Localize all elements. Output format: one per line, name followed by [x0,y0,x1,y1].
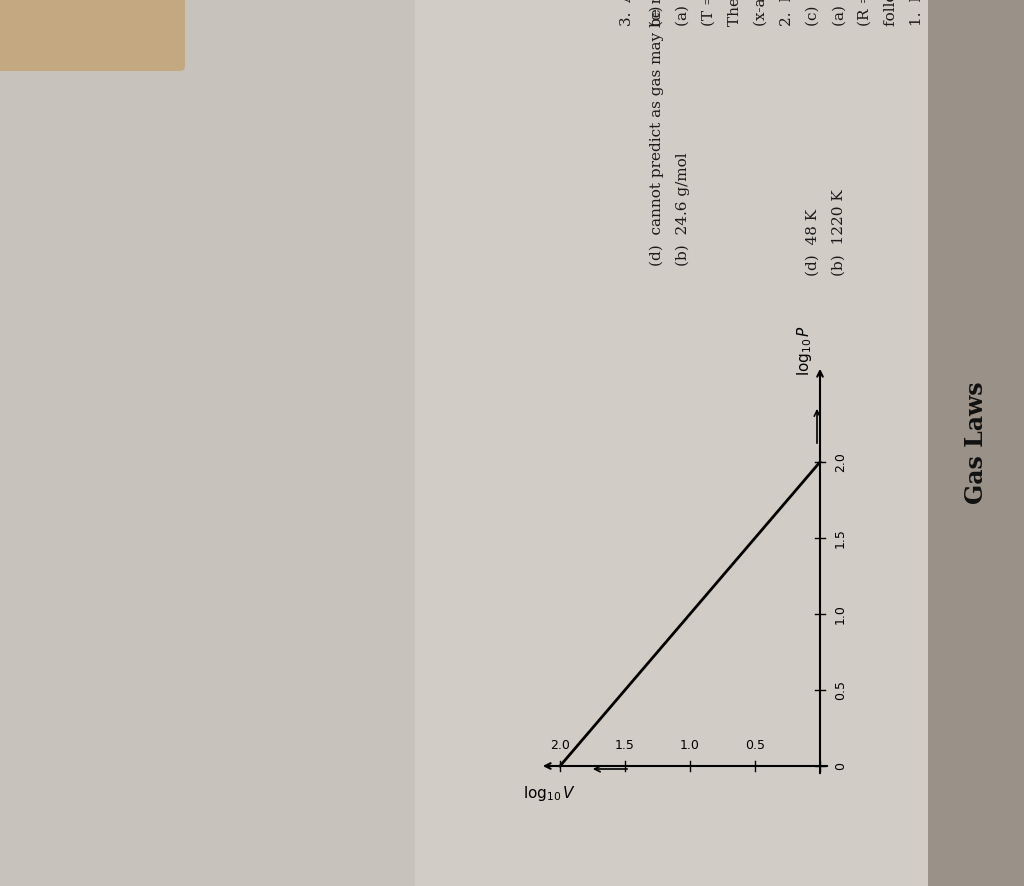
FancyBboxPatch shape [0,0,185,71]
Text: $\log_{10}P$: $\log_{10}P$ [796,325,814,376]
Text: 2.  For a gas isotherm of d/p (y-axis) versus. pressure (P): 2. For a gas isotherm of d/p (y-axis) ve… [780,0,795,26]
Text: (T = 300 K, density d in g/L and P in atm): (T = 300 K, density d in g/L and P in at… [702,0,717,26]
Text: $\log_{10}V$: $\log_{10}V$ [523,784,577,803]
Text: (b)  24.6 g/mol: (b) 24.6 g/mol [676,152,690,266]
Text: 1.0: 1.0 [680,739,700,752]
Text: (c)  6.1 g/mol: (c) 6.1 g/mol [650,0,665,26]
Text: 3.  A gas is present in a cylinder fitt: 3. A gas is present in a cylinder fitt [620,0,634,26]
Text: 1.  For the given isotherm for one mole of an ideal gas, which: 1. For the given isotherm for one mole o… [910,0,924,26]
Text: 0: 0 [834,762,847,770]
Bar [928,0,1024,886]
Text: 2.0: 2.0 [834,452,847,472]
Bar [0,0,415,886]
Text: 0.5: 0.5 [834,680,847,700]
Text: (a)  8.2 × 10⁻⁴ K: (a) 8.2 × 10⁻⁴ K [831,0,847,26]
Text: 0.5: 0.5 [745,739,765,752]
Text: Gas Laws: Gas Laws [964,382,988,504]
Text: (R = 0.0821 L atm/mol/K): (R = 0.0821 L atm/mol/K) [858,0,872,26]
Text: (x-axis) passes through the points (4, 2.5) and (10, 5.5).: (x-axis) passes through the points (4, 2… [754,0,768,26]
Text: (d)  cannot predict as gas may be real: (d) cannot predict as gas may be real [650,0,665,266]
Text: (c)  947 K: (c) 947 K [806,0,820,26]
Text: 1.5: 1.5 [834,528,847,548]
Text: 1.5: 1.5 [615,739,635,752]
Text: follows Boyle’s law, what will be the value of temperature: follows Boyle’s law, what will be the va… [884,0,898,26]
Text: 1.0: 1.0 [834,604,847,624]
Text: (b)  1220 K: (b) 1220 K [831,190,846,276]
Text: (a)  12.3 g/mol: (a) 12.3 g/mol [676,0,690,26]
Text: The molar mass of gas is: The molar mass of gas is [728,0,742,26]
Text: (d)  48 K: (d) 48 K [806,209,820,276]
Text: 2.0: 2.0 [550,739,570,752]
